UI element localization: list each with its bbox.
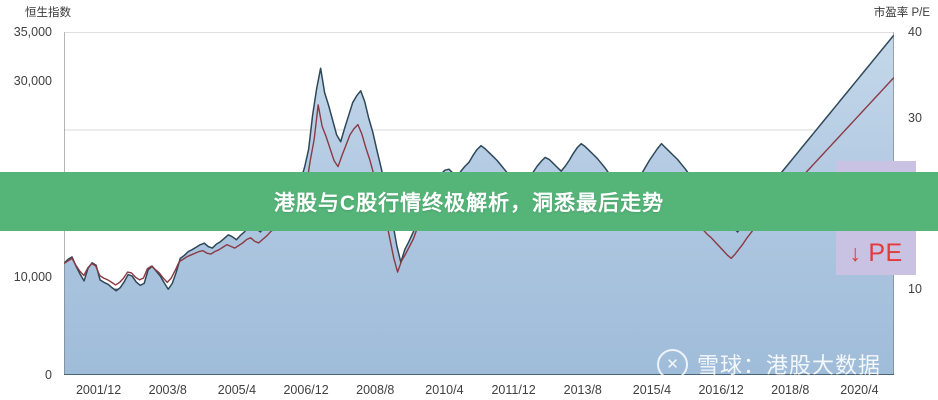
right-axis-tick-labels: 10 30 40 — [899, 0, 938, 400]
x-tick-label: 2005/4 — [217, 383, 257, 397]
x-axis-tick-labels: 2001/12 2003/8 2005/4 2006/12 2008/8 2010/4 20… — [0, 381, 938, 400]
x-tick-label: 2003/8 — [148, 383, 187, 397]
legend-label-pe: PE — [868, 238, 903, 267]
x-tick-label: 2010/4 — [425, 383, 464, 397]
x-tick-label: 2001/12 — [75, 383, 122, 397]
left-axis-title: 恒生指数 — [25, 7, 71, 19]
headline-banner: 港股与C股行情终极解析，洞悉最后走势 — [0, 172, 938, 231]
x-tick-label: 2016/12 — [698, 383, 744, 397]
x-tick-label: 2006/12 — [283, 383, 329, 397]
x-tick-label: 2015/4 — [632, 383, 672, 397]
headline-text: 港股与C股行情终极解析，洞悉最后走势 — [273, 191, 665, 215]
x-tick-label: 2011/12 — [491, 383, 536, 397]
x-tick-label: 2018/8 — [771, 383, 810, 397]
left-tick-label: 0 — [45, 368, 52, 382]
down-arrow-icon: ↓ — [849, 239, 862, 266]
right-axis-title: 市盈率 P/E — [873, 7, 930, 19]
left-tick-label: 10,000 — [13, 270, 52, 284]
right-tick-label: 40 — [908, 25, 922, 39]
right-tick-label: 30 — [908, 110, 922, 125]
left-tick-label: 35,000 — [13, 25, 52, 39]
right-tick-label: 10 — [908, 282, 922, 297]
left-tick-label: 30,000 — [13, 74, 52, 88]
legend-item-pe[interactable]: ↓ PE — [836, 231, 916, 275]
x-tick-label: 2020/4 — [840, 383, 879, 397]
x-tick-label: 2008/8 — [356, 383, 395, 397]
x-tick-label: 2013/8 — [563, 383, 602, 397]
